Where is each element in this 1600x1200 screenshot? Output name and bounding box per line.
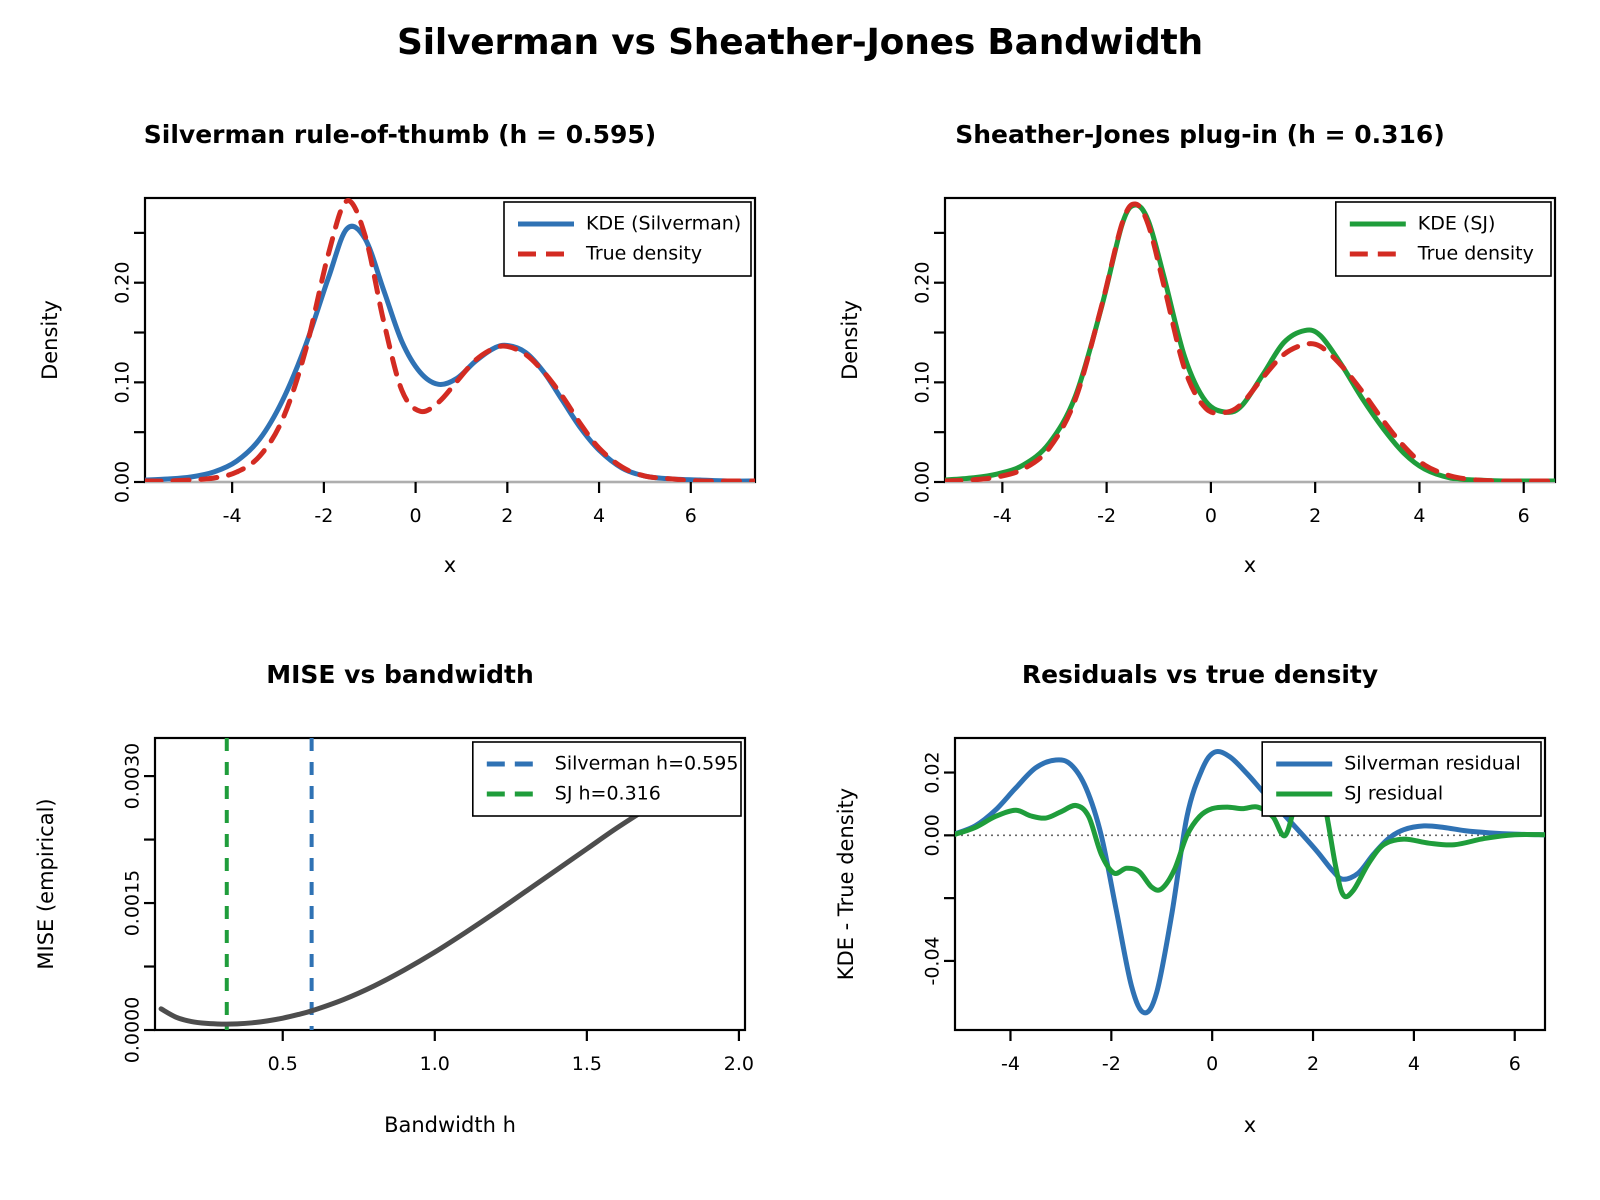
panel-silverman: Silverman rule-of-thumb (h = 0.595) -4 -2…: [0, 120, 800, 600]
legend-label: Silverman residual: [1344, 753, 1521, 775]
x-tick-label: 0.5: [268, 1053, 298, 1075]
x-tick-label: 4: [1408, 1053, 1420, 1075]
panel-sheather-jones: Sheather-Jones plug-in (h = 0.316) -4 -2 0…: [800, 120, 1600, 600]
legend-label: SJ residual: [1344, 783, 1443, 805]
legend-box: [1261, 741, 1542, 817]
y-tick-label: 0.10: [912, 361, 934, 403]
x-tick-label: -4: [223, 505, 242, 527]
legend-residual_panel: Silverman residual SJ residual: [1261, 741, 1542, 817]
x-tick-label: -4: [1001, 1053, 1020, 1075]
x-tick-label: 1.0: [420, 1053, 450, 1075]
panel-residuals: Residuals vs true density -4 -2 0 2 4 6 -0.04 0…: [800, 660, 1600, 1160]
figure-suptitle: Silverman vs Sheather-Jones Bandwidth: [397, 22, 1203, 63]
legend-box: [1334, 201, 1552, 277]
legend-label: KDE (SJ): [1418, 213, 1496, 235]
series-true-density: [145, 198, 755, 482]
x-axis-label: x: [1244, 1113, 1256, 1137]
x-tick-label: -2: [314, 505, 333, 527]
x-tick-label: 6: [1509, 1053, 1521, 1075]
panel-title-sheather-jones: Sheather-Jones plug-in (h = 0.316): [955, 120, 1445, 149]
legend-sj_panel: KDE (SJ) True density: [1334, 201, 1552, 277]
y-tick-label: 0.00: [112, 461, 134, 503]
legend-label: KDE (Silverman): [586, 213, 741, 235]
y-tick-label: 0.00: [912, 461, 934, 503]
series-true-density: [945, 201, 1555, 482]
x-tick-label: 6: [1518, 505, 1530, 527]
plot-area-silverman_panel: -4 -2 0 2 4 6 0.00 0.10 0.20 x Density KDE (Silverm…: [38, 196, 757, 577]
x-tick-label: 4: [1413, 505, 1425, 527]
panel-title-mise: MISE vs bandwidth: [266, 660, 534, 689]
plot-area-sj_panel: -4 -2 0 2 4 6 0.00 0.10 0.20 x Density KDE (SJ) True…: [838, 196, 1557, 577]
x-axis-label: x: [444, 553, 456, 577]
x-tick-label: -2: [1097, 505, 1116, 527]
series-mise-curve: [158, 758, 742, 1027]
series-silverman-residual: [955, 748, 1545, 1016]
legend-label: True density: [1417, 243, 1534, 265]
legend-box: [503, 201, 752, 277]
legend-box: [471, 741, 742, 817]
legend-label: SJ h=0.316: [555, 783, 661, 805]
series-sj-residual: [955, 770, 1545, 900]
y-axis-label: Density: [38, 300, 62, 380]
y-tick-label: -0.04: [922, 936, 944, 985]
legend-silverman_panel: KDE (Silverman) True density: [503, 201, 752, 277]
y-axis-label: MISE (empirical): [34, 798, 58, 969]
legend-mise_panel: Silverman h=0.595 SJ h=0.316: [471, 741, 742, 817]
y-tick-label: 0.02: [922, 751, 944, 793]
y-tick-label: 0.0015: [122, 870, 144, 936]
x-axis-label: Bandwidth h: [384, 1113, 516, 1137]
x-tick-label: 2: [1309, 505, 1321, 527]
plot-area-mise_panel: 0.5 1.0 1.5 2.0 0.0000 0.0015 0.0030 Bandwidth …: [34, 736, 754, 1137]
x-tick-label: 0: [1205, 505, 1217, 527]
x-tick-label: 2: [1307, 1053, 1319, 1075]
y-tick-label: 0.20: [112, 262, 134, 304]
y-tick-label: 0.0000: [122, 997, 144, 1063]
y-axis-label: KDE - True density: [834, 788, 858, 980]
x-tick-label: 1.5: [572, 1053, 602, 1075]
panel-title-residuals: Residuals vs true density: [1021, 660, 1379, 689]
plot-area-residual_panel: -4 -2 0 2 4 6 -0.04 0.00 0.02 x KDE - True density…: [834, 736, 1547, 1137]
legend-label: True density: [585, 243, 702, 265]
y-tick-label: 0.20: [912, 262, 934, 304]
x-tick-label: 6: [685, 505, 697, 527]
x-tick-label: 0: [1206, 1053, 1218, 1075]
x-tick-label: 0: [410, 505, 422, 527]
y-tick-label: 0.10: [112, 361, 134, 403]
y-tick-label: 0.0030: [122, 743, 144, 809]
y-tick-label: 0.00: [922, 814, 944, 856]
x-tick-label: 2.0: [724, 1053, 754, 1075]
panel-mise: MISE vs bandwidth 0.5 1.0 1.5 2.0 0.0000 0.00…: [0, 660, 800, 1160]
x-axis-label: x: [1244, 553, 1256, 577]
x-tick-label: -2: [1102, 1053, 1121, 1075]
legend-label: Silverman h=0.595: [555, 753, 739, 775]
y-axis-label: Density: [838, 300, 862, 380]
x-tick-label: 2: [501, 505, 513, 527]
x-tick-label: -4: [993, 505, 1012, 527]
x-tick-label: 4: [593, 505, 605, 527]
panel-title-silverman: Silverman rule-of-thumb (h = 0.595): [143, 120, 657, 149]
